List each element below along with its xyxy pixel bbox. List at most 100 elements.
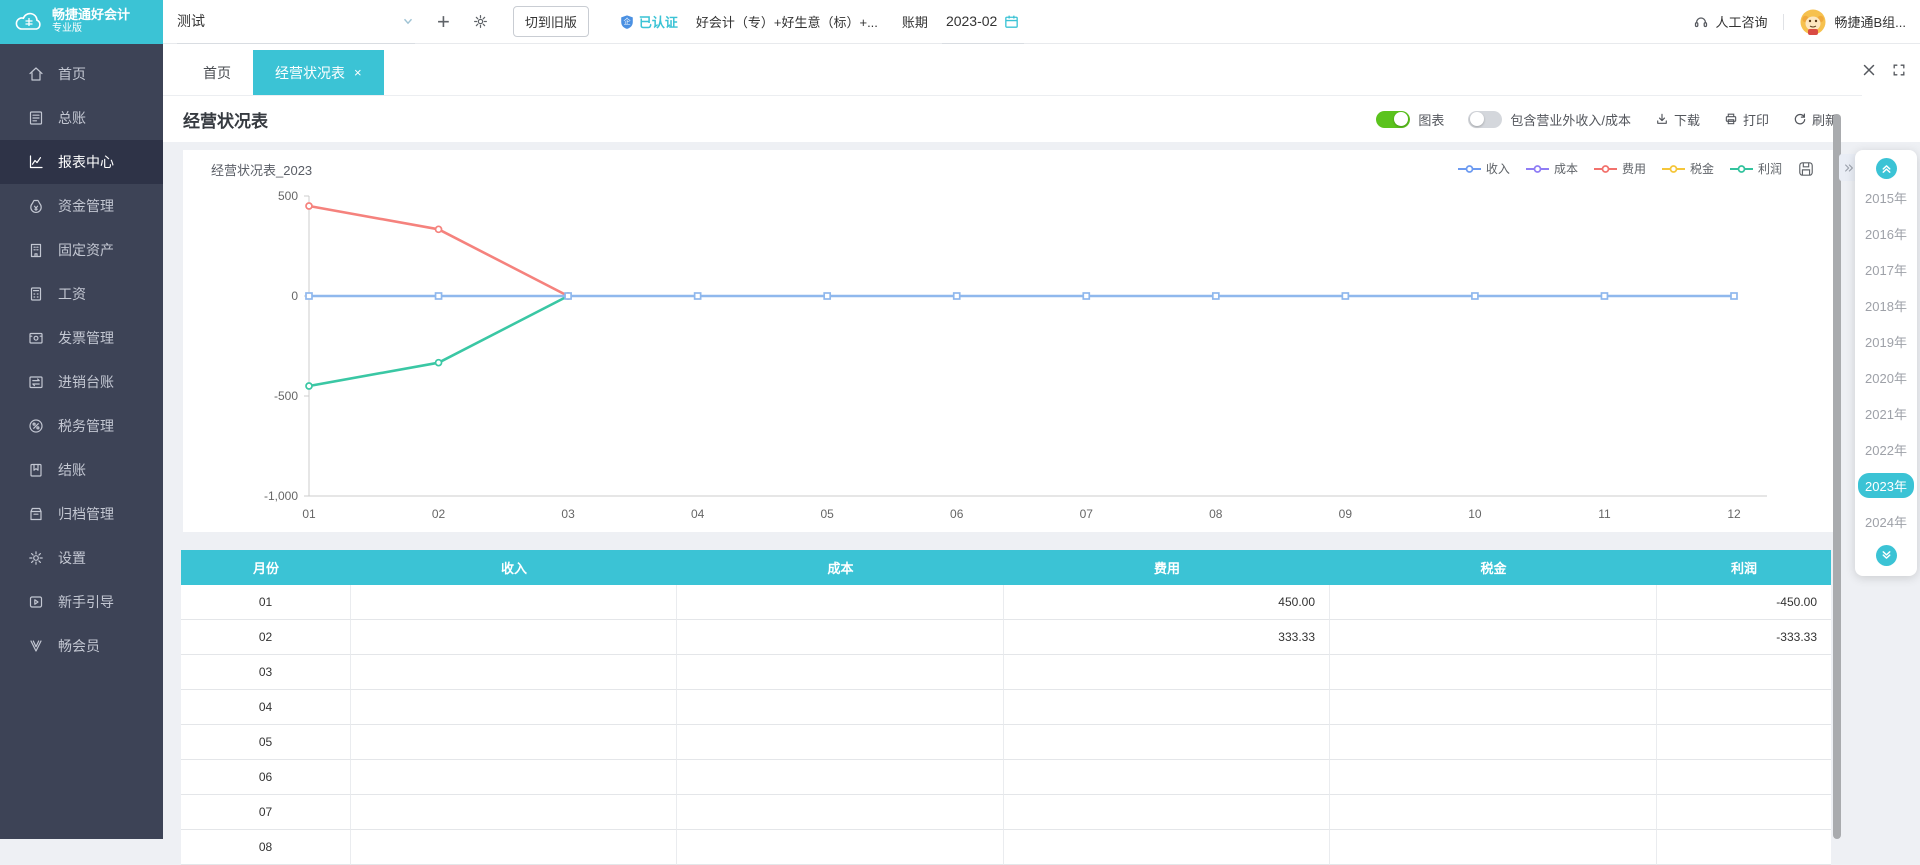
account-set-dropdown[interactable]: 测试: [177, 0, 415, 44]
account-set-name: 测试: [177, 11, 205, 31]
legend-item[interactable]: 利润: [1730, 160, 1782, 177]
legend-label: 税金: [1690, 160, 1714, 177]
print-button[interactable]: 打印: [1724, 110, 1769, 129]
product-list-text: 好会计（专）+好生意（标）+...: [696, 12, 878, 31]
period-label: 账期: [902, 12, 928, 31]
calendar-icon[interactable]: [1003, 13, 1020, 30]
chart-toggle[interactable]: 图表: [1376, 110, 1444, 129]
svg-text:07: 07: [1080, 507, 1094, 521]
svg-text:11: 11: [1598, 507, 1611, 521]
tab-close-icon[interactable]: ×: [354, 65, 362, 80]
year-option[interactable]: 2017年: [1855, 251, 1917, 287]
building-icon: [27, 241, 45, 259]
ledger-icon: [27, 109, 45, 127]
value-cell: [1330, 760, 1657, 795]
sidebar-item-archive[interactable]: 归档管理: [0, 492, 163, 536]
sidebar-item-home[interactable]: 首页: [0, 52, 163, 96]
user-menu[interactable]: 畅捷通B组...: [1800, 9, 1906, 35]
sidebar-item-settings[interactable]: 设置: [0, 536, 163, 580]
legend-items: 收入 成本费用 税金利润: [1458, 160, 1782, 177]
value-cell: -333.33: [1657, 620, 1831, 655]
sidebar-item-general-ledger[interactable]: 总账: [0, 96, 163, 140]
value-cell: [1330, 830, 1657, 865]
include-nonoperating-toggle[interactable]: 包含营业外收入/成本: [1468, 110, 1631, 129]
value-cell: [677, 620, 1004, 655]
value-cell: [351, 690, 677, 725]
fullscreen-icon[interactable]: [1892, 63, 1906, 77]
value-cell: [677, 760, 1004, 795]
tab-business-status[interactable]: 经营状况表 ×: [253, 50, 384, 95]
value-cell: [351, 760, 677, 795]
sidebar-item-fixed-assets[interactable]: 固定资产: [0, 228, 163, 272]
switch-old-version-button[interactable]: 切到旧版: [513, 6, 589, 37]
sidebar-item-salary[interactable]: 工资: [0, 272, 163, 316]
main-area: 首页 经营状况表 × 经营状况表 图表 包含营业外收入/成本: [163, 44, 1920, 839]
year-option[interactable]: 2023年: [1855, 467, 1917, 503]
svg-text:01: 01: [302, 507, 316, 521]
closing-book-icon: [27, 461, 45, 479]
month-cell: 01: [181, 585, 351, 620]
close-icon[interactable]: [1862, 63, 1876, 77]
vertical-scrollbar[interactable]: [1833, 114, 1841, 839]
svg-text:500: 500: [278, 189, 298, 203]
year-option[interactable]: 2020年: [1855, 359, 1917, 395]
archive-box-icon: [27, 505, 45, 523]
title-bar: 经营状况表 图表 包含营业外收入/成本 下载: [163, 96, 1920, 142]
chart-title: 经营状况表_2023: [211, 160, 312, 179]
column-header: 利润: [1657, 550, 1831, 585]
member-v-icon: [27, 637, 45, 655]
year-option[interactable]: 2016年: [1855, 215, 1917, 251]
legend-item[interactable]: 成本: [1526, 160, 1578, 177]
value-cell: [1330, 690, 1657, 725]
value-cell: [677, 585, 1004, 620]
sidebar-item-report-center[interactable]: 报表中心: [0, 140, 163, 184]
year-option[interactable]: 2024年: [1855, 503, 1917, 539]
download-button[interactable]: 下载: [1655, 110, 1700, 129]
legend-marker: [1662, 164, 1685, 174]
value-cell: -450.00: [1657, 585, 1831, 620]
tab-home[interactable]: 首页: [181, 50, 253, 95]
year-option[interactable]: 2021年: [1855, 395, 1917, 431]
refresh-button[interactable]: 刷新: [1793, 110, 1838, 129]
value-cell: [351, 830, 677, 865]
sidebar: 首页总账报表中心资金管理固定资产工资发票管理进销台账税务管理结账归档管理设置新手…: [0, 44, 163, 839]
legend-item[interactable]: 费用: [1594, 160, 1646, 177]
sidebar-item-label: 进销台账: [58, 372, 114, 392]
legend-label: 成本: [1554, 160, 1578, 177]
scroll-down-button[interactable]: [1876, 545, 1897, 566]
sidebar-item-label: 发票管理: [58, 328, 114, 348]
user-name: 畅捷通B组...: [1834, 12, 1906, 31]
legend-marker: [1458, 164, 1481, 174]
live-support-link[interactable]: 人工咨询: [1693, 12, 1767, 31]
legend-item[interactable]: 收入: [1458, 160, 1510, 177]
add-button[interactable]: +: [437, 11, 450, 33]
value-cell: [351, 620, 677, 655]
year-option[interactable]: 2019年: [1855, 323, 1917, 359]
download-icon: [1655, 112, 1669, 126]
sidebar-item-funds[interactable]: 资金管理: [0, 184, 163, 228]
sidebar-item-tax[interactable]: 税务管理: [0, 404, 163, 448]
gear-icon[interactable]: [472, 13, 489, 30]
sidebar-nav: 首页总账报表中心资金管理固定资产工资发票管理进销台账税务管理结账归档管理设置新手…: [0, 52, 163, 668]
year-option[interactable]: 2015年: [1855, 179, 1917, 215]
period-value: 2023-02: [946, 13, 997, 29]
period-picker[interactable]: 2023-02: [942, 0, 1024, 44]
toggle-switch-on[interactable]: [1376, 111, 1410, 128]
sidebar-item-guide[interactable]: 新手引导: [0, 580, 163, 624]
year-option[interactable]: 2022年: [1855, 431, 1917, 467]
save-image-icon[interactable]: [1798, 161, 1814, 177]
year-option[interactable]: 2018年: [1855, 287, 1917, 323]
legend-item[interactable]: 税金: [1662, 160, 1714, 177]
sidebar-item-invoice[interactable]: 发票管理: [0, 316, 163, 360]
sidebar-item-member[interactable]: 畅会员: [0, 624, 163, 668]
value-cell: [351, 725, 677, 760]
value-cell: [1657, 760, 1831, 795]
sidebar-item-closing[interactable]: 结账: [0, 448, 163, 492]
sidebar-item-purchase-sale[interactable]: 进销台账: [0, 360, 163, 404]
svg-text:08: 08: [1209, 507, 1223, 521]
scroll-up-button[interactable]: [1876, 158, 1897, 179]
toggle-switch-off[interactable]: [1468, 111, 1502, 128]
guide-play-icon: [27, 593, 45, 611]
